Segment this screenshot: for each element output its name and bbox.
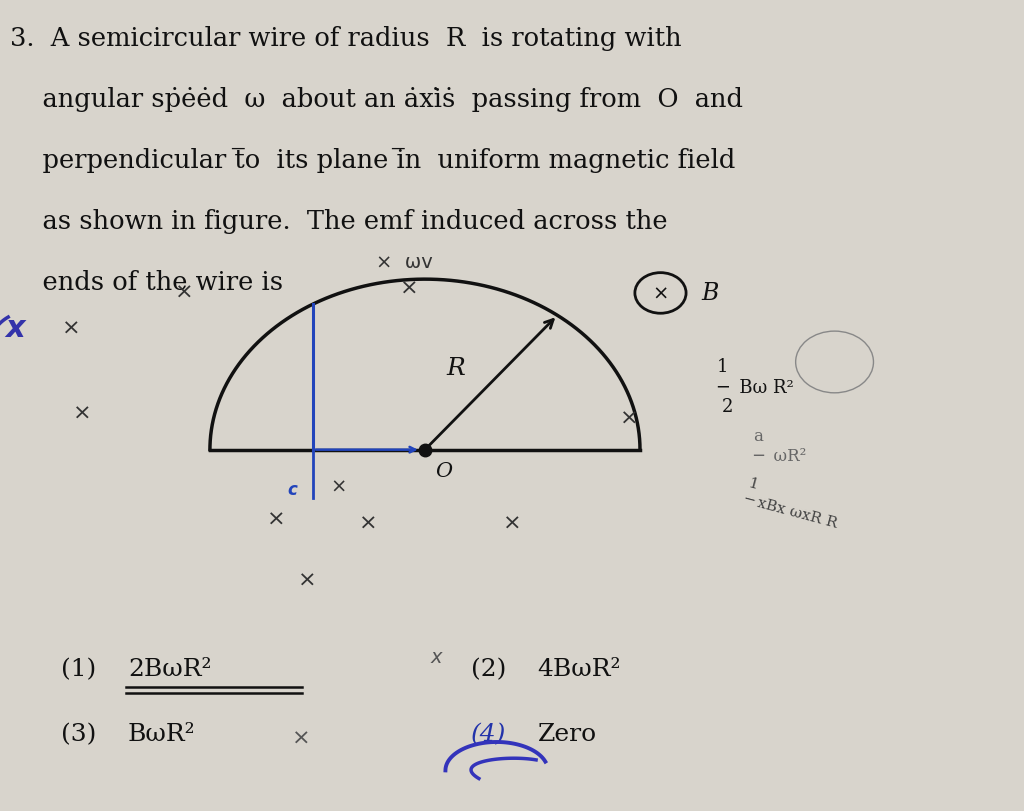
- Text: R: R: [446, 357, 465, 380]
- Text: ×: ×: [621, 408, 639, 427]
- Text: O: O: [435, 461, 453, 480]
- Text: ×: ×: [359, 513, 378, 533]
- Text: (2): (2): [471, 658, 507, 680]
- Text: (3): (3): [61, 723, 97, 745]
- Text: 1
─  Bω R²: 1 ─ Bω R²: [717, 358, 794, 397]
- Text: (1): (1): [61, 658, 96, 680]
- Text: ×: ×: [331, 477, 347, 496]
- Text: perpendicular t̅o  its plane i̅n  uniform magnetic field: perpendicular t̅o its plane i̅n uniform …: [10, 148, 735, 173]
- Text: a
─  ωR²: a ─ ωR²: [753, 427, 806, 465]
- Text: ×: ×: [292, 728, 310, 748]
- Text: ×: ×: [298, 570, 316, 590]
- Text: ×: ×: [62, 319, 81, 338]
- Text: B: B: [701, 282, 719, 305]
- Text: x: x: [430, 647, 441, 667]
- Text: ends of the wire is: ends of the wire is: [10, 269, 284, 294]
- Text: 2: 2: [722, 397, 733, 415]
- Text: (4): (4): [471, 723, 507, 745]
- Text: x: x: [5, 314, 25, 343]
- Text: BωR²: BωR²: [128, 723, 196, 745]
- Text: ×: ×: [400, 278, 419, 298]
- Text: ×: ×: [175, 282, 194, 302]
- Text: ×: ×: [267, 509, 286, 529]
- Text: ×: ×: [652, 284, 669, 303]
- Text: 1
─ xBx ωxR R: 1 ─ xBx ωxR R: [742, 476, 843, 530]
- Text: 4BωR²: 4BωR²: [538, 658, 622, 680]
- Text: Zero: Zero: [538, 723, 597, 745]
- Text: 3.  A semicircular wire of radius  R  is rotating with: 3. A semicircular wire of radius R is ro…: [10, 26, 682, 51]
- Text: c: c: [288, 481, 297, 499]
- Text: ×: ×: [503, 513, 521, 533]
- Text: angular sṗėėd  ω  about an ȧxi̇ṡ  passing from  O  and: angular sṗėėd ω about an ȧxi̇ṡ pass…: [10, 87, 743, 112]
- Text: ×  ωv: × ωv: [376, 252, 433, 272]
- Text: as shown in figure.  The emf induced across the: as shown in figure. The emf induced acro…: [10, 208, 668, 234]
- Text: ×: ×: [73, 404, 91, 423]
- Text: 2BωR²: 2BωR²: [128, 658, 212, 680]
